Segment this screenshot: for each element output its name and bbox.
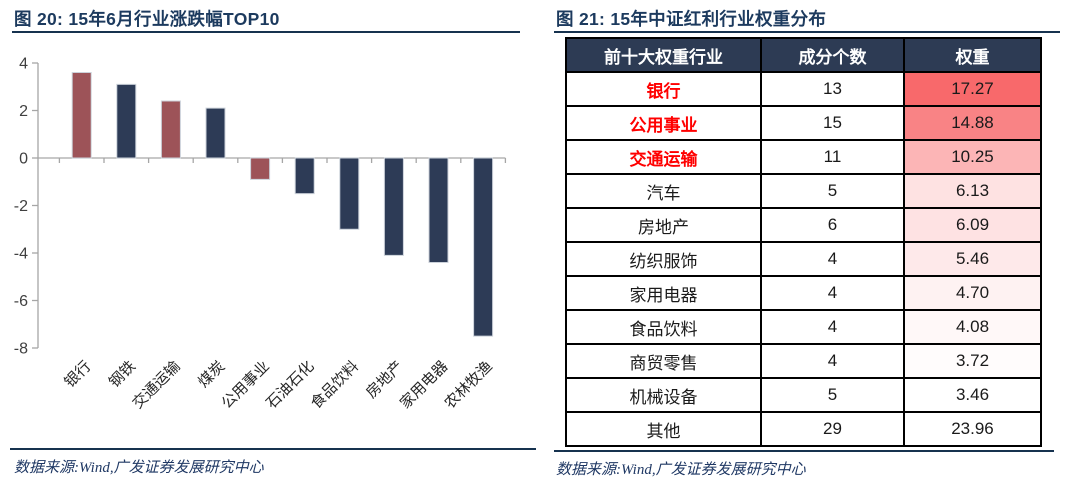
bar-8: [428, 157, 449, 263]
x-category-label: 食品饮料: [308, 358, 362, 412]
y-tick-label: 4: [19, 56, 28, 73]
table-row-10: 其他 29 23.96: [565, 411, 1042, 447]
bar-6: [339, 157, 360, 230]
table-row-9: 机械设备 5 3.46: [565, 377, 1042, 413]
figure20-source: 数据来源:Wind,广发证券发展研究中心: [14, 460, 264, 476]
x-category-label: 房地产: [363, 358, 407, 402]
weights-table-head: 前十大权重行业 成分个数 权重: [565, 37, 1042, 73]
weight-cell: 3.72: [903, 343, 1042, 379]
count-cell: 11: [760, 139, 905, 175]
weight-cell: 3.46: [903, 377, 1042, 413]
count-cell: 6: [760, 207, 905, 243]
x-category-label: 公用事业: [218, 358, 272, 412]
figure21-source: 数据来源:Wind,广发证券发展研究中心: [556, 462, 806, 478]
count-cell: 5: [760, 173, 905, 209]
weight-cell: 23.96: [903, 411, 1042, 447]
y-tick-label: -2: [14, 198, 28, 215]
weight-cell: 5.46: [903, 241, 1042, 277]
count-cell: 15: [760, 105, 905, 141]
industry-cell: 商贸零售: [565, 343, 762, 379]
table-row-6: 家用电器 4 4.70: [565, 275, 1042, 311]
industry-cell: 机械设备: [565, 377, 762, 413]
figure20-bottom-rule: [10, 448, 536, 450]
table-row-0: 银行 13 17.27: [565, 71, 1042, 107]
industry-cell: 公用事业: [565, 105, 762, 141]
table-row-3: 汽车 5 6.13: [565, 173, 1042, 209]
y-tick-label: -8: [14, 341, 28, 358]
weights-table: 前十大权重行业 成分个数 权重 银行 13 17.27 公用事业 15 14.88 交通运输 11…: [565, 37, 1042, 447]
bar-3: [205, 107, 226, 159]
figure20-title-rule: [12, 31, 520, 33]
count-cell: 13: [760, 71, 905, 107]
x-category-label: 交通运输: [129, 357, 184, 412]
industry-cell: 银行: [565, 71, 762, 107]
y-tick-label: 2: [19, 103, 28, 120]
x-category-label: 银行: [61, 358, 94, 391]
count-cell: 5: [760, 377, 905, 413]
figure21-bottom-rule: [554, 450, 1054, 452]
table-row-1: 公用事业 15 14.88: [565, 105, 1042, 141]
count-cell: 4: [760, 343, 905, 379]
y-tick-label: 0: [19, 151, 28, 168]
bar-0: [71, 72, 92, 159]
bar-5: [294, 157, 315, 195]
weight-cell: 4.70: [903, 275, 1042, 311]
figure20-chart-area: 4 2 0 -2 -4 -6 -8 银行 钢铁 交通运输 煤炭 公用事业 石油石化 食品饮料 房地产 家用电器…: [0, 40, 540, 450]
count-cell: 4: [760, 241, 905, 277]
weight-cell: 17.27: [903, 71, 1042, 107]
table-header-cell-0: 前十大权重行业: [565, 37, 762, 73]
table-row-7: 食品饮料 4 4.08: [565, 309, 1042, 345]
weight-cell: 14.88: [903, 105, 1042, 141]
y-tick-label: -4: [14, 246, 28, 263]
weight-cell: 4.08: [903, 309, 1042, 345]
weights-table-body: 银行 13 17.27 公用事业 15 14.88 交通运输 11 10.25 汽车 5 6.13 房地…: [565, 71, 1042, 447]
y-tick-label: -6: [14, 293, 28, 310]
x-category-label: 石油石化: [263, 358, 317, 412]
weight-cell: 6.13: [903, 173, 1042, 209]
count-cell: 4: [760, 275, 905, 311]
table-header-cell-1: 成分个数: [760, 37, 905, 73]
x-category-label: 钢铁: [106, 358, 139, 391]
bar-7: [383, 157, 404, 256]
figure21-title: 图 21: 15年中证红利行业权重分布: [556, 9, 827, 29]
weight-cell: 10.25: [903, 139, 1042, 175]
x-category-label: 家用电器: [397, 358, 451, 412]
industry-cell: 交通运输: [565, 139, 762, 175]
table-row-5: 纺织服饰 4 5.46: [565, 241, 1042, 277]
industry-cell: 家用电器: [565, 275, 762, 311]
industry-cell: 其他: [565, 411, 762, 447]
count-cell: 4: [760, 309, 905, 345]
count-cell: 29: [760, 411, 905, 447]
industry-cell: 食品饮料: [565, 309, 762, 345]
bar-9: [473, 157, 494, 337]
industry-cell: 房地产: [565, 207, 762, 243]
bar-4: [250, 157, 271, 180]
figure21-title-rule: [554, 31, 1060, 33]
weight-cell: 6.09: [903, 207, 1042, 243]
bar-1: [116, 83, 137, 159]
table-header-row: 前十大权重行业 成分个数 权重: [565, 37, 1042, 73]
x-category-label: 煤炭: [195, 358, 228, 391]
industry-cell: 纺织服饰: [565, 241, 762, 277]
table-row-4: 房地产 6 6.09: [565, 207, 1042, 243]
figure20-title: 图 20: 15年6月行业涨跌幅TOP10: [14, 9, 280, 29]
table-row-8: 商贸零售 4 3.72: [565, 343, 1042, 379]
table-header-cell-2: 权重: [903, 37, 1042, 73]
table-row-2: 交通运输 11 10.25: [565, 139, 1042, 175]
x-category-label: 农林牧渔: [441, 358, 495, 412]
bar-2: [160, 100, 181, 159]
industry-cell: 汽车: [565, 173, 762, 209]
